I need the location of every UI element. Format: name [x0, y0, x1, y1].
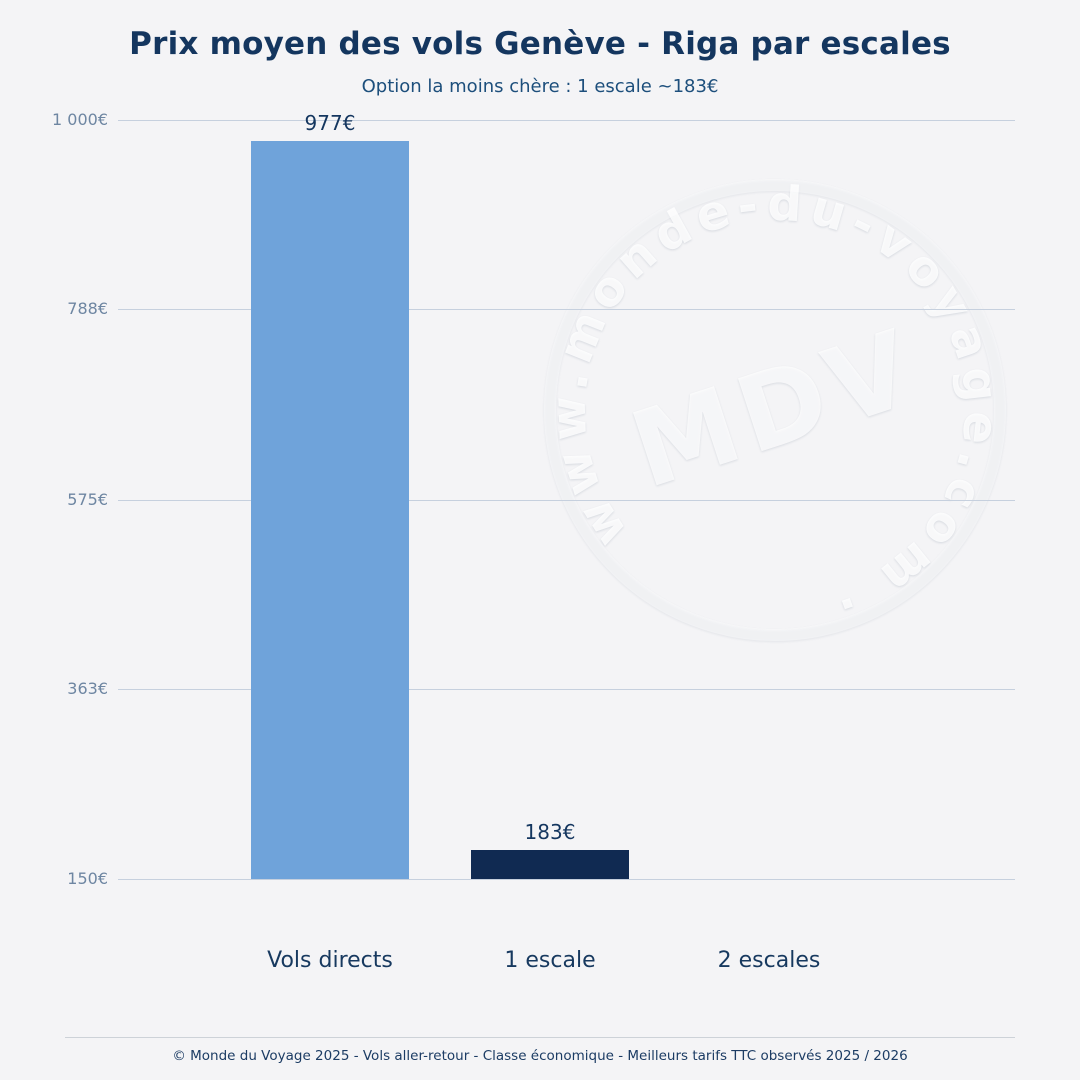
gridline	[118, 120, 1015, 121]
gridline	[118, 499, 1015, 501]
gridline	[118, 309, 1015, 311]
y-axis-tick-label: 575€	[67, 489, 108, 509]
y-axis-tick-label: 363€	[67, 678, 108, 698]
x-axis-category-label: 2 escales	[717, 948, 821, 973]
bar-value-label: 977€	[304, 110, 356, 135]
gridline	[118, 879, 1015, 880]
x-axis-category-label: Vols directs	[267, 948, 393, 973]
footer-divider	[65, 1037, 1015, 1038]
bar-vols-directs	[251, 140, 409, 879]
bar-1-escale	[471, 849, 629, 879]
gridline	[118, 688, 1015, 690]
chart-subtitle: Option la moins chère : 1 escale ~183€	[361, 76, 719, 97]
y-axis-tick-label: 1 000€	[52, 110, 108, 129]
bar-value-label: 183€	[524, 819, 576, 844]
y-axis-tick-label: 150€	[67, 869, 108, 888]
y-axis-tick-label: 788€	[67, 299, 108, 319]
chart-title: Prix moyen des vols Genève - Riga par es…	[129, 26, 951, 62]
x-axis-category-label: 1 escale	[504, 948, 596, 973]
footer-credit: © Monde du Voyage 2025 - Vols aller-reto…	[172, 1048, 908, 1064]
